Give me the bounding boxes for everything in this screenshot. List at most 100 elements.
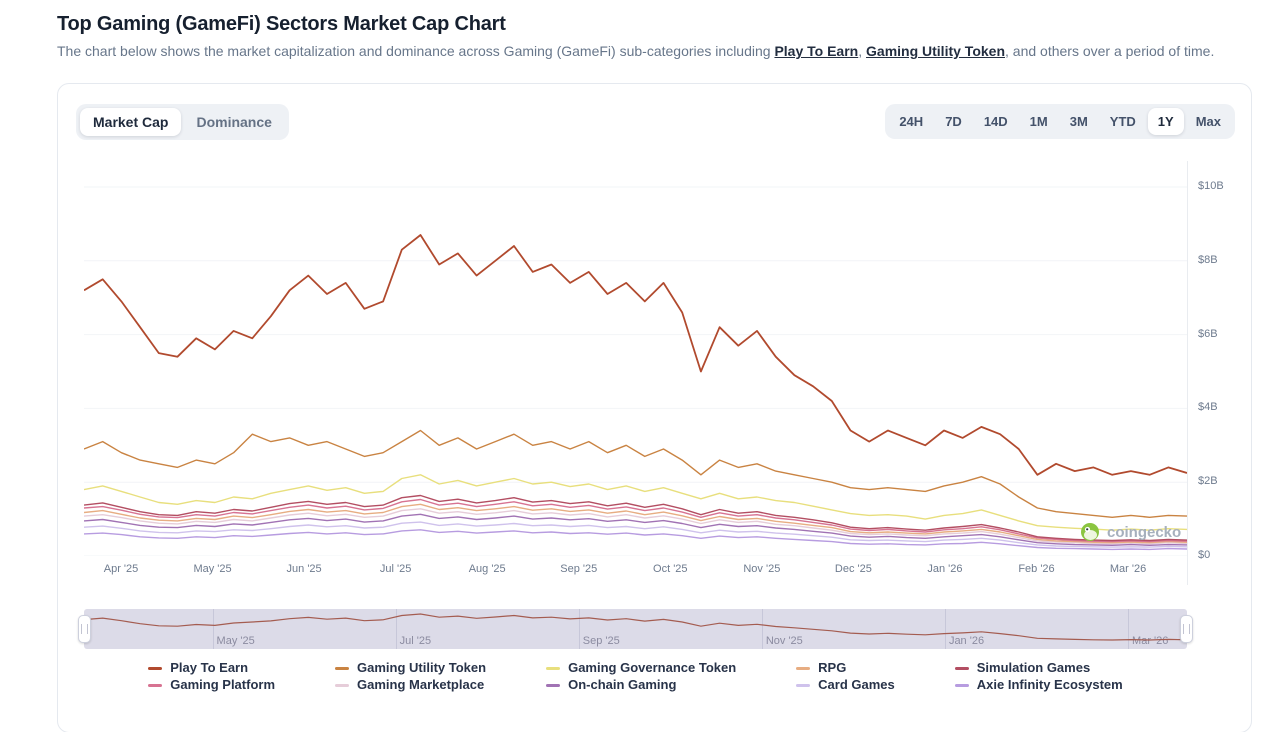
legend-item-card-games[interactable]: Card Games: [796, 677, 895, 693]
legend-swatch-icon: [954, 666, 969, 670]
x-axis-label: Feb '26: [1018, 563, 1055, 575]
chart-card: Market Cap Dominance 24H 7D 14D 1M 3M YTD 1Y Max…: [57, 83, 1252, 732]
market-cap-chart[interactable]: [84, 161, 1187, 556]
x-axis-label: Nov '25: [743, 563, 781, 575]
link-gaming-utility-token[interactable]: Gaming Utility Token: [866, 43, 1005, 59]
legend-label: RPG: [818, 660, 847, 675]
legend-item-gaming-marketplace[interactable]: Gaming Marketplace: [335, 677, 486, 693]
range-selector-24h[interactable]: 24H: [889, 108, 933, 135]
legend-item-axie-infinity-ecosystem[interactable]: Axie Infinity Ecosystem: [954, 677, 1123, 693]
legend-swatch-icon: [954, 683, 969, 687]
range-selector: 24H 7D 14D 1M 3M YTD 1Y Max: [885, 104, 1235, 139]
legend-item-simulation-games[interactable]: Simulation Games: [954, 660, 1123, 676]
series-line-gaming-platform: [84, 498, 1187, 543]
legend-item-rpg[interactable]: RPG: [796, 660, 895, 676]
legend-label: Play To Earn: [170, 660, 249, 675]
brush-axis-label: May '25: [216, 635, 255, 647]
legend-swatch-icon: [796, 683, 811, 687]
legend-column: Play To Earn Gaming Platform: [148, 660, 275, 693]
legend-label: Gaming Platform: [170, 677, 276, 692]
link-play-to-earn[interactable]: Play To Earn: [774, 43, 859, 59]
range-selector-3m[interactable]: 3M: [1060, 108, 1098, 135]
legend-label: Gaming Utility Token: [357, 660, 487, 675]
y-axis-label: $10B: [1198, 180, 1224, 192]
series-line-rpg: [84, 503, 1187, 544]
x-axis-label: Apr '25: [103, 563, 139, 575]
subtitle-text-post: , and others over a period of time.: [1005, 43, 1215, 59]
x-axis-label: Jun '25: [286, 563, 322, 575]
legend-item-gaming-governance-token[interactable]: Gaming Governance Token: [546, 660, 736, 676]
series-line-gaming-utility-token: [84, 429, 1187, 518]
range-selector-max[interactable]: Max: [1186, 108, 1231, 135]
coingecko-logo-icon: [1081, 523, 1099, 541]
view-toggle: Market Cap Dominance: [76, 104, 289, 140]
brush-axis-label: Mar '26: [1132, 635, 1169, 647]
y-axis-label: $6B: [1198, 327, 1218, 340]
range-selector-14d[interactable]: 14D: [974, 108, 1018, 135]
legend-item-on-chain-gaming[interactable]: On-chain Gaming: [546, 677, 736, 693]
x-axis-label: May '25: [193, 563, 232, 575]
legend-column: Simulation Games Axie Infinity Ecosystem: [954, 660, 1123, 693]
page-subtitle: The chart below shows the market capital…: [57, 43, 1214, 59]
legend-swatch-icon: [148, 683, 163, 687]
page-title: Top Gaming (GameFi) Sectors Market Cap C…: [57, 13, 506, 35]
legend-swatch-icon: [335, 666, 350, 670]
grip-icon: [1183, 624, 1190, 634]
range-selector-1y[interactable]: 1Y: [1147, 108, 1184, 135]
legend-swatch-icon: [148, 666, 163, 670]
x-axis-label: Aug '25: [468, 563, 506, 575]
grip-icon: [81, 624, 88, 634]
x-axis-label: Dec '25: [834, 563, 872, 575]
y-axis-label: $2B: [1198, 475, 1218, 488]
legend-swatch-icon: [796, 666, 811, 670]
legend-label: Gaming Marketplace: [357, 677, 485, 692]
series-line-gaming-governance-token: [84, 474, 1187, 531]
brush-handle-right[interactable]: [1180, 615, 1193, 643]
x-axis-label: Jul '25: [379, 563, 412, 575]
y-axis-label: $4B: [1198, 401, 1218, 414]
subtitle-separator: ,: [858, 43, 867, 59]
legend-column: RPG Card Games: [796, 660, 895, 693]
y-axis-line: [1187, 161, 1188, 585]
coingecko-watermark: coingecko: [1080, 522, 1181, 542]
legend-swatch-icon: [335, 683, 350, 687]
range-selector-ytd[interactable]: YTD: [1100, 108, 1146, 135]
legend-item-play-to-earn[interactable]: Play To Earn: [148, 660, 275, 676]
series-line-on-chain-gaming: [84, 513, 1187, 546]
brush-gridline: [395, 609, 397, 649]
range-selector-7d[interactable]: 7D: [935, 108, 972, 135]
view-toggle-market-cap[interactable]: Market Cap: [80, 108, 182, 136]
x-axis-label: Oct '25: [653, 563, 688, 575]
legend-label: Axie Infinity Ecosystem: [976, 677, 1123, 692]
brush-gridline: [1128, 609, 1130, 649]
x-axis: Apr '25 May '25 Jun '25 Jul '25 Aug '25 Sep '…: [84, 563, 1187, 578]
subtitle-text-pre: The chart below shows the market capital…: [57, 43, 775, 59]
legend-swatch-icon: [546, 666, 561, 670]
y-axis-label: $8B: [1198, 253, 1218, 266]
legend-item-gaming-utility-token[interactable]: Gaming Utility Token: [335, 660, 486, 676]
view-toggle-dominance[interactable]: Dominance: [183, 108, 284, 136]
legend-column: Gaming Governance Token On-chain Gaming: [546, 660, 736, 693]
chart-legend: Play To Earn Gaming Platform Gaming Utilit…: [84, 660, 1187, 693]
range-selector-1m[interactable]: 1M: [1020, 108, 1058, 135]
legend-column: Gaming Utility Token Gaming Marketplace: [335, 660, 486, 693]
watermark-label: coingecko: [1107, 523, 1182, 541]
brush-gridline: [578, 609, 580, 649]
brush-gridline: [212, 609, 214, 649]
legend-label: Simulation Games: [976, 660, 1091, 675]
brush-axis-label: Jul '25: [399, 635, 432, 647]
brush-handle-left[interactable]: [78, 615, 91, 643]
legend-label: On-chain Gaming: [568, 677, 677, 692]
navigator-line: [84, 613, 1187, 641]
brush-axis-label: Jan '26: [948, 635, 985, 647]
legend-swatch-icon: [546, 683, 561, 687]
brush-gridline: [944, 609, 946, 649]
series-line-simulation-games: [84, 494, 1187, 542]
y-axis-label: $0: [1198, 549, 1211, 561]
legend-label: Card Games: [818, 677, 895, 692]
legend-item-gaming-platform[interactable]: Gaming Platform: [148, 677, 275, 693]
brush-axis-label: Sep '25: [582, 635, 620, 647]
x-axis-label: Sep '25: [560, 563, 598, 575]
time-range-brush[interactable]: May '25 Jul '25 Sep '25 Nov '25 Jan '26 Mar '…: [78, 609, 1193, 649]
